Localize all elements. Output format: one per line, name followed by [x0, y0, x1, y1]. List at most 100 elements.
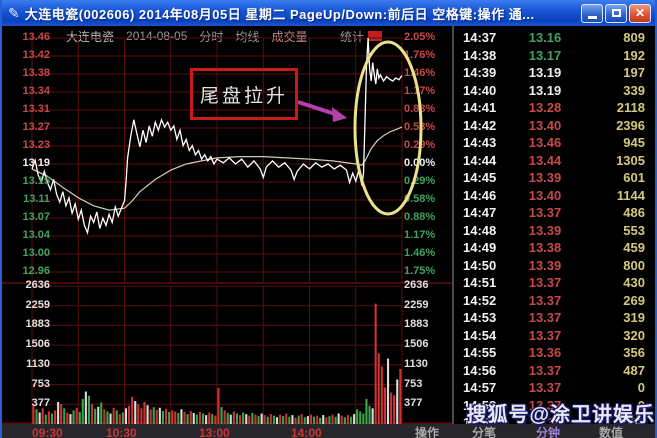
trade-volume: 553	[623, 222, 645, 238]
trade-price: 13.39	[528, 222, 562, 238]
trade-volume: 601	[623, 170, 645, 185]
trade-price: 13.39	[528, 257, 562, 273]
trade-volume: 800	[623, 257, 645, 273]
tab-values[interactable]: 数值	[599, 426, 624, 438]
tab-tick-list[interactable]: 分笔	[472, 426, 497, 438]
pct-tick: 0.29%	[404, 139, 436, 151]
trade-time: 14:55	[463, 345, 497, 360]
trade-time: 14:58	[463, 397, 497, 413]
trade-price: 13.19	[528, 82, 562, 98]
panel-divider	[452, 26, 454, 438]
trade-price: 13.40	[528, 187, 562, 203]
close-button[interactable]: ✕	[629, 3, 651, 23]
volume-tick: 2259	[404, 298, 429, 311]
price-tick: 12.96	[22, 265, 50, 277]
trade-price: 13.37	[528, 292, 562, 308]
trade-row: 14:46 13.40 1144	[454, 187, 655, 204]
volume-label[interactable]: 成交量	[271, 29, 308, 44]
price-chart[interactable]	[2, 36, 452, 284]
pct-tick: 1.17%	[404, 229, 436, 241]
trade-volume: 459	[623, 240, 645, 255]
main-area: 大连电瓷 2014-08-05 分时 均线 成交量 统计 13.46 13.42 1…	[2, 26, 655, 438]
trade-volume: 320	[623, 327, 645, 343]
trade-time: 14:52	[463, 292, 497, 308]
intraday-chart-panel: 大连电瓷 2014-08-05 分时 均线 成交量 统计 13.46 13.42 1…	[2, 26, 452, 438]
trade-price: 13.36	[528, 345, 562, 360]
trade-price: 13.17	[528, 47, 562, 63]
price-tick: 13.11	[23, 193, 50, 205]
trade-price: 13.38	[528, 240, 562, 255]
trade-time: 14:39	[463, 65, 497, 80]
trade-price: 13.37	[528, 380, 562, 395]
app-icon: ✎	[8, 4, 20, 21]
trade-time: 14:45	[463, 170, 497, 185]
pct-tick: 1.76%	[404, 49, 436, 61]
price-tick: 13.42	[22, 49, 50, 61]
volume-chart[interactable]	[2, 284, 452, 424]
price-tick: 13.34	[22, 85, 50, 97]
trade-volume: 487	[623, 362, 645, 378]
time-tick-1300: 13:00	[199, 426, 230, 438]
trade-volume: 0	[637, 380, 645, 395]
price-tick: 13.23	[22, 139, 50, 151]
trade-price: 13.40	[528, 117, 562, 133]
pct-tick: 1.17%	[404, 85, 436, 97]
maximize-button[interactable]	[605, 3, 627, 23]
trade-volume: 809	[623, 30, 645, 45]
trade-volume: 1144	[616, 187, 645, 203]
volume-tick: 1506	[404, 338, 429, 351]
volume-tick: 753	[404, 377, 423, 390]
trade-row: 14:54 13.37 320	[454, 327, 655, 344]
trade-price: 13.19	[528, 65, 562, 80]
trade-row: 14:39 13.19 197	[454, 64, 655, 81]
price-tick: 13.15	[22, 175, 50, 187]
trade-time: 14:54	[463, 327, 497, 343]
trade-row: 14:57 13.37 0	[454, 379, 655, 396]
trade-price: 13.37	[528, 362, 562, 378]
pct-tick: 1.46%	[404, 247, 436, 259]
avg-line-label[interactable]: 均线	[235, 29, 260, 44]
pct-tick: 0.88%	[404, 211, 436, 223]
trade-time: 14:51	[463, 275, 497, 290]
tab-minutes[interactable]: 分钟	[536, 426, 561, 438]
pct-tick: 0.88%	[404, 103, 436, 115]
trade-price: 13.16	[528, 30, 562, 45]
price-tick: 13.19	[22, 157, 50, 169]
pct-tick: 0.58%	[404, 121, 436, 133]
pct-tick: 0.29%	[404, 175, 436, 187]
trade-row: 14:41 13.28 2118	[454, 99, 655, 116]
volume-bars	[32, 303, 402, 424]
volume-pane: 2636 2636 2259 2259 1883 1883 1506 1506 1130 1130…	[2, 279, 452, 424]
trade-time: 14:40	[463, 82, 497, 98]
trade-row: 14:48 13.39 553	[454, 222, 655, 239]
trade-volume: 192	[623, 47, 645, 63]
minimize-button[interactable]	[581, 3, 603, 23]
volume-tick: 753	[31, 377, 50, 390]
volume-tick: 2259	[25, 298, 50, 311]
trade-row: 14:42 13.40 2396	[454, 117, 655, 134]
trade-volume: 486	[623, 205, 645, 220]
trade-price: 13.37	[528, 327, 562, 343]
time-sales-panel: 14:37 13.16 809 14:38 13.17 192 14:39 13.19 197 1…	[454, 26, 655, 438]
minimize-icon	[587, 15, 597, 19]
trade-time: 14:41	[463, 100, 497, 115]
volume-tick: 1130	[404, 357, 428, 370]
trade-row: 14:51 13.37 430	[454, 274, 655, 291]
trade-volume: 0	[637, 397, 645, 413]
trade-volume: 197	[623, 65, 645, 80]
stats-label[interactable]: 统计	[339, 29, 364, 44]
chart-date: 2014-08-05	[126, 29, 188, 43]
trade-price: 13.46	[528, 135, 562, 150]
trade-time: 14:37	[463, 30, 497, 45]
trade-time: 14:38	[463, 47, 497, 63]
pct-tick: 2.05%	[404, 31, 436, 43]
tab-action[interactable]: 操作	[415, 426, 440, 438]
pct-tick: 1.46%	[404, 67, 436, 79]
price-tick: 13.31	[22, 103, 50, 115]
trade-row: 14:37 13.16 809	[454, 29, 655, 46]
price-grid	[2, 37, 452, 284]
trade-time: 14:49	[463, 240, 497, 255]
pct-tick: 1.75%	[404, 265, 436, 277]
trade-price: 13.37	[528, 310, 562, 325]
trade-time: 14:44	[463, 152, 497, 168]
